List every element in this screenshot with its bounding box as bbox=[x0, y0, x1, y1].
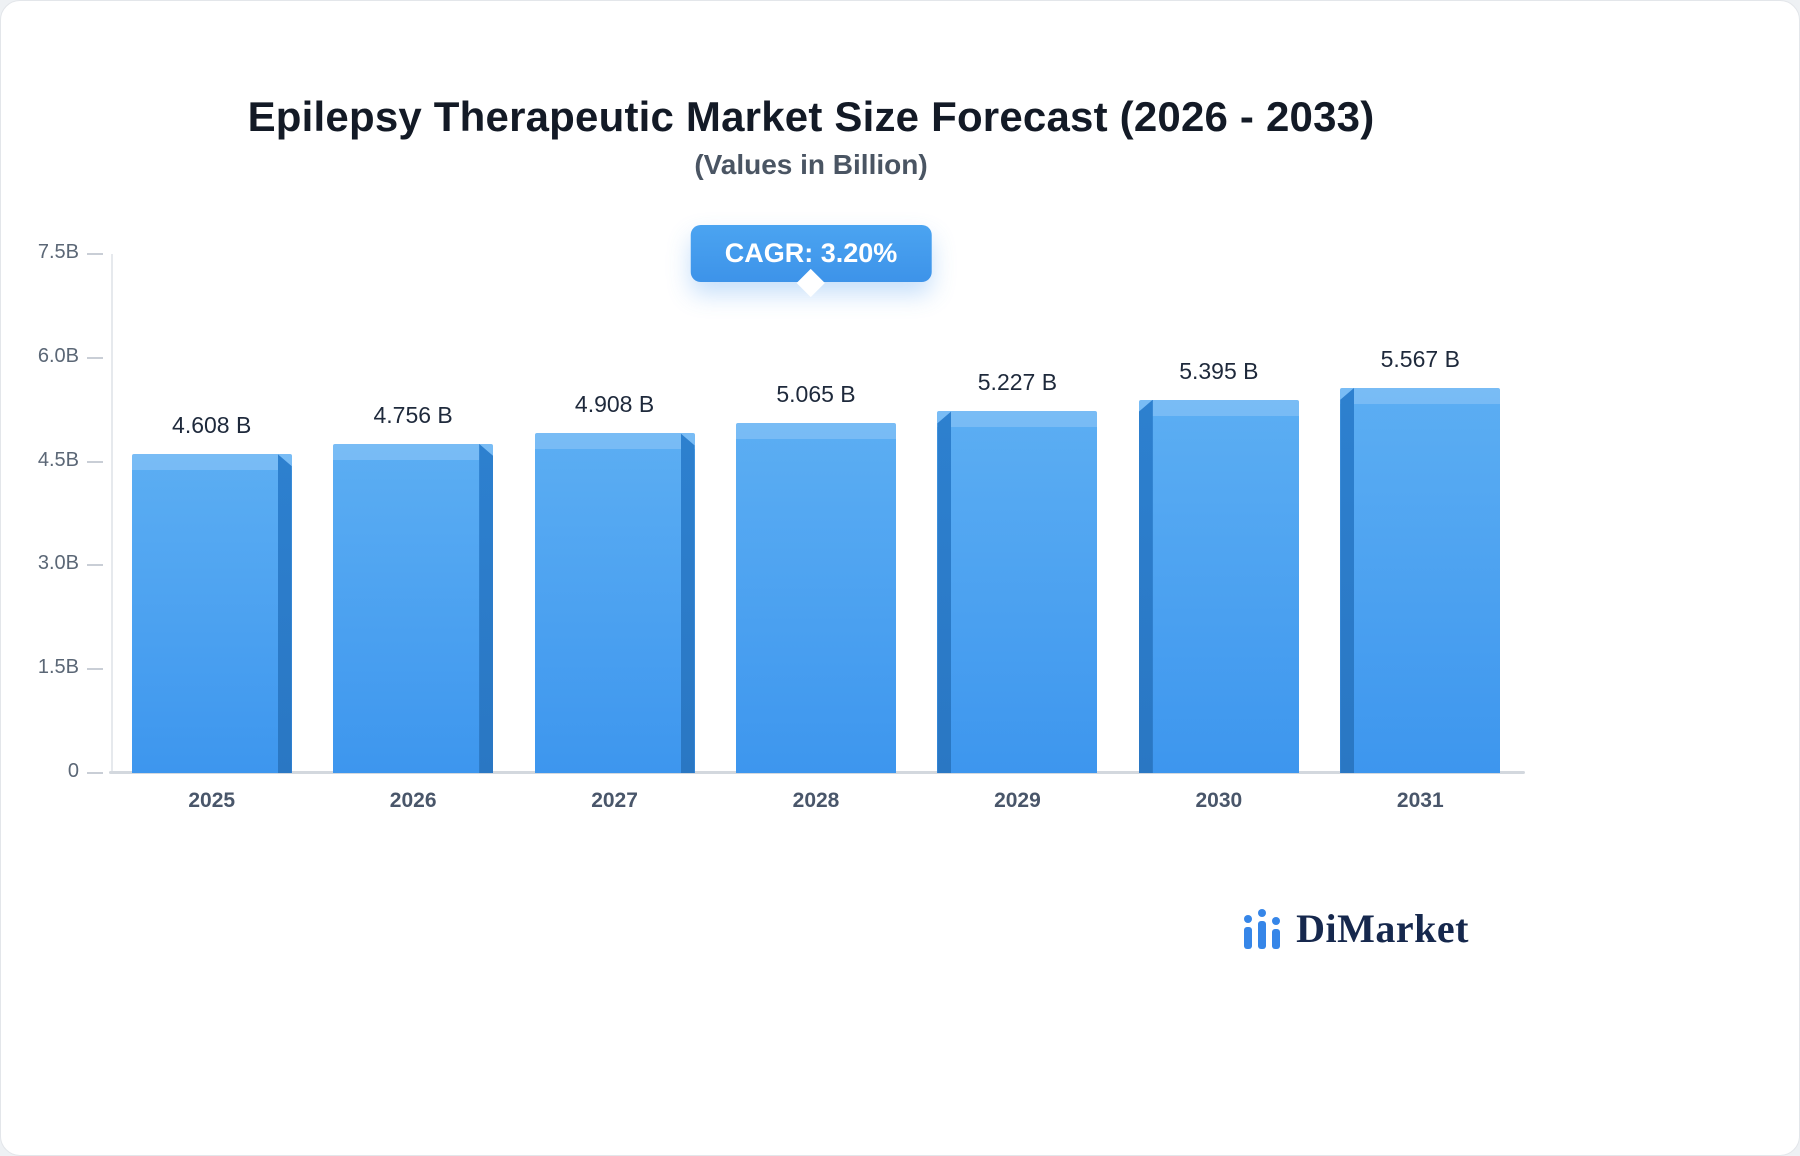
bar-3d-side bbox=[937, 411, 952, 773]
chart-subtitle: (Values in Billion) bbox=[694, 149, 928, 180]
bar-3d-side bbox=[680, 433, 695, 773]
bar-value-label: 5.567 B bbox=[1380, 345, 1460, 372]
y-axis-tick bbox=[87, 460, 103, 463]
x-axis-label: 2031 bbox=[1396, 789, 1444, 812]
x-axis-label: 2028 bbox=[792, 789, 840, 812]
bar-top-highlight bbox=[1340, 387, 1501, 404]
bar-top-highlight bbox=[937, 411, 1098, 428]
y-axis-tick bbox=[87, 668, 103, 671]
x-axis-label: 2025 bbox=[188, 789, 236, 812]
y-axis-line bbox=[111, 254, 113, 773]
y-axis-label: 6.0B bbox=[37, 344, 79, 367]
bar-2030[interactable] bbox=[1138, 399, 1299, 773]
bar-top-highlight bbox=[736, 422, 896, 439]
bar-2031[interactable] bbox=[1340, 387, 1501, 773]
dimarket-logo: DiMarket bbox=[1240, 905, 1469, 952]
bar-top-highlight bbox=[131, 454, 292, 471]
bar-value-label: 4.756 B bbox=[373, 401, 453, 428]
bar-top-highlight bbox=[1138, 399, 1299, 416]
x-axis-label: 2026 bbox=[389, 789, 437, 812]
x-axis-label: 2030 bbox=[1195, 789, 1243, 812]
y-axis-tick bbox=[87, 356, 103, 359]
bar-3d-side bbox=[479, 443, 494, 773]
x-axis-label: 2029 bbox=[994, 789, 1041, 812]
bar-value-label: 4.908 B bbox=[574, 391, 655, 418]
bar-2026[interactable] bbox=[333, 443, 494, 773]
logo-text: DiMarket bbox=[1296, 906, 1469, 951]
bar-2027[interactable] bbox=[534, 433, 695, 773]
bar-value-label: 5.395 B bbox=[1179, 357, 1259, 384]
bar-3d-side bbox=[1340, 387, 1355, 773]
chart-title: Epilepsy Therapeutic Market Size Forecas… bbox=[247, 93, 1375, 140]
bar-top-highlight bbox=[333, 443, 494, 460]
y-axis-label: 1.5B bbox=[37, 656, 79, 679]
bar-value-label: 4.608 B bbox=[172, 412, 252, 439]
bar-value-label: 5.065 B bbox=[776, 380, 856, 407]
bar-2028[interactable] bbox=[736, 422, 896, 773]
bar-value-label: 5.227 B bbox=[977, 369, 1058, 396]
x-axis-label: 2027 bbox=[591, 789, 638, 812]
y-axis-label: 3.0B bbox=[37, 552, 79, 575]
y-axis-tick bbox=[87, 564, 103, 567]
y-axis-label: 7.5B bbox=[37, 241, 79, 263]
cagr-badge: CAGR: 3.20% bbox=[690, 225, 932, 282]
bar-2025[interactable] bbox=[131, 454, 292, 773]
bar-chart-dots-icon bbox=[1240, 906, 1284, 952]
y-axis-tick bbox=[87, 772, 103, 774]
y-axis-label: 0 bbox=[67, 760, 79, 782]
bar-3d-side bbox=[277, 454, 292, 773]
y-axis-tick bbox=[87, 253, 103, 255]
bar-3d-side bbox=[1138, 399, 1153, 773]
y-axis-label: 4.5B bbox=[37, 448, 79, 471]
bar-top-highlight bbox=[534, 433, 695, 450]
bar-2029[interactable] bbox=[937, 411, 1098, 773]
